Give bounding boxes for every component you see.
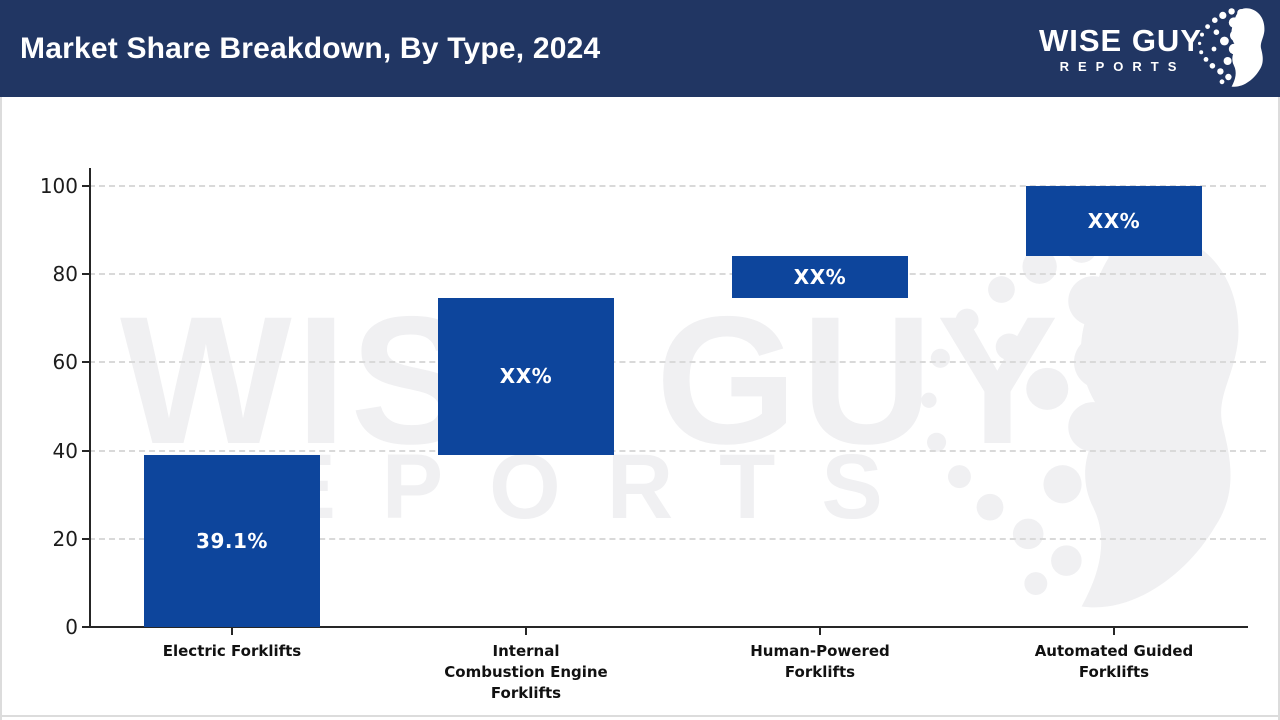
bar-value-label: XX%	[1087, 208, 1141, 233]
y-tick	[82, 537, 89, 540]
bar-value-label: 39.1%	[196, 528, 268, 553]
header-band: Market Share Breakdown, By Type, 2024 WI…	[0, 0, 1280, 97]
y-tick	[82, 273, 89, 276]
bar-value-label: XX%	[499, 364, 553, 389]
bar-4: XX%	[1026, 186, 1202, 256]
chart-panel: WISE GUY REPORTS 0 20 40 60 80 100 39.1% Electr…	[0, 97, 1280, 720]
dotted-face-profile-icon	[1198, 8, 1265, 87]
x-tick	[1113, 628, 1115, 635]
x-category-label: Internal Combustion Engine Forklifts	[444, 642, 608, 702]
x-tick	[525, 628, 527, 635]
x-tick	[819, 628, 821, 635]
y-tick-label: 40	[52, 438, 78, 463]
x-category-label: Electric Forklifts	[162, 642, 302, 660]
brand-logo-text: WISE GUY REPORTS	[1038, 22, 1202, 74]
x-tick	[231, 628, 233, 635]
bar-1: 39.1%	[144, 454, 320, 627]
y-tick-label: 60	[52, 350, 78, 375]
y-tick	[82, 361, 89, 364]
page-title: Market Share Breakdown, By Type, 2024	[20, 31, 601, 65]
y-tick	[82, 449, 89, 452]
gridline-20	[89, 537, 1266, 540]
gridline-40	[89, 449, 1266, 452]
bar-2: XX%	[438, 297, 614, 455]
gridline-60	[89, 361, 1266, 364]
gridline-80	[89, 273, 1266, 276]
y-tick-label: 0	[65, 615, 78, 639]
y-tick-label: 80	[52, 262, 78, 287]
x-axis-line	[89, 626, 1248, 628]
bottom-divider	[0, 715, 1280, 717]
y-axis-line	[89, 168, 91, 628]
y-tick	[82, 626, 89, 628]
y-tick-label: 20	[52, 526, 78, 551]
brand-name: WISE GUY	[1038, 22, 1202, 58]
watermark-face-icon	[921, 232, 1239, 608]
bar-value-label: XX%	[793, 264, 847, 289]
y-tick-label: 100	[39, 174, 78, 198]
brand-logo: WISE GUY REPORTS	[1039, 4, 1272, 94]
x-category-label: Human-Powered Forklifts	[750, 642, 890, 681]
x-category-label: Automated Guided Forklifts	[1034, 642, 1194, 681]
y-tick	[82, 185, 89, 187]
gridline-100	[89, 185, 1266, 187]
bar-3: XX%	[732, 255, 908, 298]
brand-subtitle: REPORTS	[1059, 58, 1186, 74]
